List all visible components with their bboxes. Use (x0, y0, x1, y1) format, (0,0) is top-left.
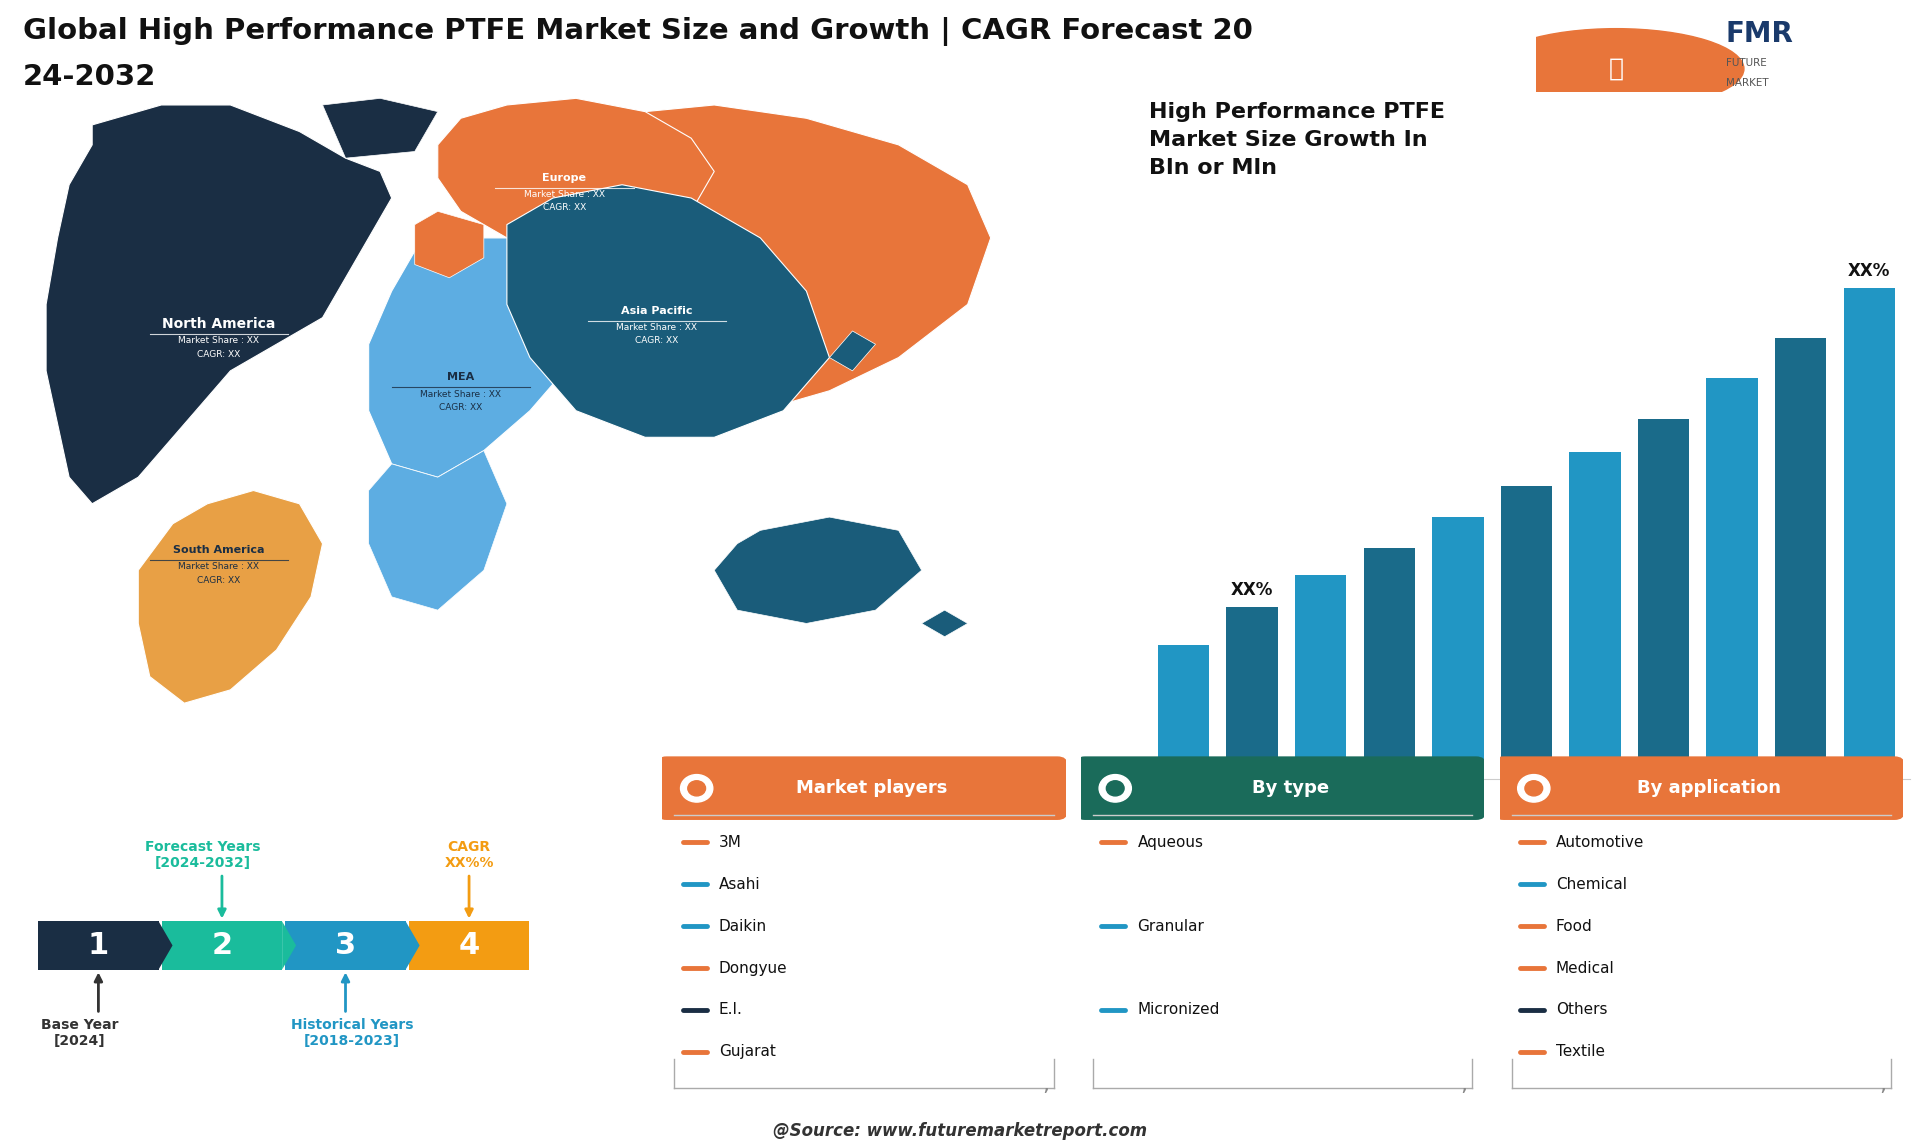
Polygon shape (415, 211, 484, 277)
Text: FMR: FMR (1726, 21, 1793, 48)
Polygon shape (922, 610, 968, 637)
Text: Asia Pacific: Asia Pacific (620, 306, 693, 316)
Bar (1363, 548, 1415, 779)
Text: 3: 3 (334, 931, 355, 960)
Circle shape (1524, 780, 1542, 795)
Circle shape (1098, 775, 1131, 802)
Polygon shape (46, 105, 392, 504)
Polygon shape (369, 450, 507, 610)
Polygon shape (438, 99, 714, 251)
Bar (1294, 575, 1346, 779)
Circle shape (680, 775, 712, 802)
Text: @Source: www.futuremarketreport.com: @Source: www.futuremarketreport.com (774, 1122, 1146, 1140)
Text: Market Share : XX: Market Share : XX (616, 323, 697, 332)
Polygon shape (829, 331, 876, 371)
Text: CAGR
XX%%: CAGR XX%% (444, 840, 493, 870)
Text: Europe: Europe (543, 173, 586, 183)
Text: Dongyue: Dongyue (718, 960, 787, 975)
Polygon shape (323, 99, 438, 158)
Text: FUTURE: FUTURE (1726, 58, 1766, 68)
Text: Chemical: Chemical (1555, 877, 1626, 892)
Text: XX%: XX% (1849, 262, 1891, 280)
Text: Base Year
[2024]: Base Year [2024] (40, 1018, 119, 1047)
Circle shape (1517, 775, 1549, 802)
Text: E.I.: E.I. (718, 1003, 743, 1018)
Text: CAGR: XX: CAGR: XX (198, 575, 240, 584)
Text: Food: Food (1555, 919, 1594, 934)
Text: By type: By type (1252, 779, 1329, 798)
FancyBboxPatch shape (657, 756, 1068, 821)
Text: CAGR: XX: CAGR: XX (543, 204, 586, 212)
Text: Historical Years
[2018-2023]: Historical Years [2018-2023] (290, 1018, 413, 1047)
Polygon shape (282, 921, 296, 970)
Text: MARKET: MARKET (1726, 78, 1768, 87)
Text: CAGR: XX: CAGR: XX (440, 403, 482, 411)
Bar (1227, 607, 1279, 779)
Circle shape (1106, 780, 1123, 795)
Text: ,: , (1043, 1075, 1048, 1096)
Text: Others: Others (1555, 1003, 1607, 1018)
Text: 🏃: 🏃 (1609, 57, 1624, 80)
Text: Daikin: Daikin (718, 919, 766, 934)
Polygon shape (159, 921, 173, 970)
FancyBboxPatch shape (1075, 756, 1486, 821)
Polygon shape (405, 921, 420, 970)
Circle shape (687, 780, 705, 795)
Polygon shape (714, 517, 922, 623)
Text: ,: , (1880, 1075, 1885, 1096)
Text: 2: 2 (211, 931, 232, 960)
Bar (1501, 486, 1551, 779)
Bar (1158, 645, 1210, 779)
Bar (1843, 288, 1895, 779)
Text: Granular: Granular (1137, 919, 1204, 934)
Text: By application: By application (1638, 779, 1782, 798)
Text: Market players: Market players (797, 779, 948, 798)
Circle shape (1488, 29, 1743, 109)
Text: Automotive: Automotive (1555, 834, 1644, 850)
Text: Forecast Years
[2024-2032]: Forecast Years [2024-2032] (146, 840, 261, 870)
Text: Asahi: Asahi (718, 877, 760, 892)
FancyBboxPatch shape (286, 921, 405, 970)
Text: North America: North America (161, 317, 276, 331)
Text: XX%: XX% (1231, 581, 1273, 599)
Text: Global High Performance PTFE Market Size and Growth | CAGR Forecast 20: Global High Performance PTFE Market Size… (23, 17, 1254, 46)
Polygon shape (138, 490, 323, 704)
FancyBboxPatch shape (1494, 756, 1905, 821)
Text: Gujarat: Gujarat (718, 1044, 776, 1059)
Text: Medical: Medical (1555, 960, 1615, 975)
Text: CAGR: XX: CAGR: XX (636, 337, 678, 345)
Text: 24-2032: 24-2032 (23, 63, 156, 91)
Text: Market Share : XX: Market Share : XX (179, 563, 259, 572)
Text: 1: 1 (88, 931, 109, 960)
Text: Market Share : XX: Market Share : XX (179, 337, 259, 345)
Text: Textile: Textile (1555, 1044, 1605, 1059)
Text: CAGR: XX: CAGR: XX (198, 350, 240, 359)
Text: MEA: MEA (447, 372, 474, 383)
Text: REPORT: REPORT (1726, 97, 1766, 107)
Text: Market Share : XX: Market Share : XX (420, 390, 501, 399)
Text: South America: South America (173, 545, 265, 556)
Polygon shape (507, 185, 829, 438)
Text: High Performance PTFE
Market Size Growth In
Bln or Mln: High Performance PTFE Market Size Growth… (1150, 102, 1446, 178)
Polygon shape (553, 105, 991, 410)
Bar (1707, 378, 1759, 779)
Bar (1774, 338, 1826, 779)
FancyBboxPatch shape (409, 921, 530, 970)
FancyBboxPatch shape (161, 921, 282, 970)
Text: 3M: 3M (718, 834, 741, 850)
Text: Market Share : XX: Market Share : XX (524, 190, 605, 199)
Text: Aqueous: Aqueous (1137, 834, 1204, 850)
Bar (1638, 418, 1690, 779)
FancyBboxPatch shape (38, 921, 159, 970)
Polygon shape (369, 238, 599, 477)
Text: 4: 4 (459, 931, 480, 960)
Bar (1432, 517, 1484, 779)
Text: ,: , (1461, 1075, 1467, 1096)
Bar (1569, 453, 1620, 779)
Text: Micronized: Micronized (1137, 1003, 1219, 1018)
